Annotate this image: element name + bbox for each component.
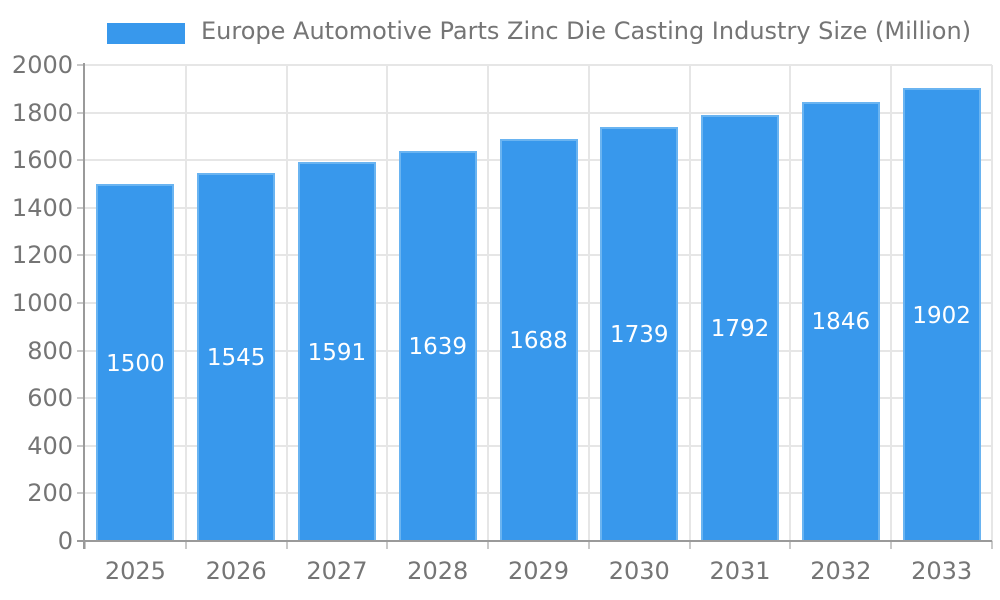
legend[interactable]: Europe Automotive Parts Zinc Die Casting… xyxy=(107,17,971,45)
legend-label: Europe Automotive Parts Zinc Die Casting… xyxy=(201,17,972,45)
x-axis-tick xyxy=(84,541,86,549)
y-tick-label: 1000 xyxy=(11,289,73,317)
y-axis-tick xyxy=(77,349,85,352)
bar: 1688 xyxy=(499,139,578,541)
bar: 1739 xyxy=(600,127,679,541)
x-axis-line xyxy=(77,540,992,542)
x-gridline xyxy=(587,65,590,541)
y-tick-label: 2000 xyxy=(11,51,73,79)
x-tick-label: 2033 xyxy=(911,557,973,585)
bar: 1500 xyxy=(96,184,175,541)
y-axis-tick xyxy=(77,159,85,162)
x-axis-tick xyxy=(487,541,490,549)
y-tick-label: 1800 xyxy=(11,98,73,127)
x-tick-label: 2029 xyxy=(507,557,570,585)
bar-value-label: 1545 xyxy=(206,345,266,372)
x-axis-tick xyxy=(184,541,187,549)
x-gridline xyxy=(487,65,490,541)
y-tick-label: 0 xyxy=(57,527,73,555)
x-gridline xyxy=(688,65,691,541)
bar: 1846 xyxy=(801,101,880,541)
bar-value-label: 1591 xyxy=(307,339,367,366)
y-gridline xyxy=(85,64,992,66)
bar-value-label: 1739 xyxy=(609,322,669,349)
legend-swatch xyxy=(107,22,185,44)
y-axis-line xyxy=(83,63,85,549)
x-gridline xyxy=(386,65,389,541)
y-tick-label: 400 xyxy=(27,431,73,460)
y-axis-tick xyxy=(77,397,85,400)
x-axis-tick xyxy=(890,541,893,549)
y-tick-label: 1200 xyxy=(11,241,73,270)
x-gridline xyxy=(890,65,893,541)
y-tick-label: 600 xyxy=(27,384,73,413)
y-axis-tick xyxy=(77,444,85,447)
y-axis-tick xyxy=(77,111,85,114)
y-tick-label: 1600 xyxy=(11,146,73,175)
bar-value-label: 1688 xyxy=(509,328,568,355)
bar: 1902 xyxy=(902,88,981,541)
x-axis-tick xyxy=(285,541,288,549)
x-tick-label: 2028 xyxy=(407,557,469,585)
bar-value-label: 1792 xyxy=(710,315,770,342)
x-axis-tick xyxy=(688,541,691,549)
y-axis-tick xyxy=(77,492,85,495)
x-axis-tick xyxy=(386,541,389,549)
x-tick-label: 2026 xyxy=(205,557,267,585)
y-axis-tick xyxy=(77,206,85,209)
y-tick-label: 200 xyxy=(27,479,73,508)
x-gridline xyxy=(789,65,792,541)
bar-value-label: 1639 xyxy=(408,333,467,360)
bar: 1591 xyxy=(297,162,376,541)
y-tick-label: 800 xyxy=(27,336,73,365)
y-axis-tick xyxy=(77,254,85,257)
x-tick-label: 2032 xyxy=(810,557,872,585)
bar: 1639 xyxy=(398,150,477,541)
x-tick-label: 2030 xyxy=(608,557,670,585)
x-gridline xyxy=(285,65,288,541)
x-tick-label: 2025 xyxy=(104,557,166,585)
bar-value-label: 1846 xyxy=(811,309,871,336)
y-axis-tick xyxy=(77,64,85,66)
x-axis-tick xyxy=(587,541,590,549)
x-tick-label: 2027 xyxy=(306,557,368,585)
y-axis-tick xyxy=(77,302,85,304)
x-axis-tick xyxy=(789,541,792,549)
y-tick-label: 1400 xyxy=(11,193,73,222)
bar-value-label: 1902 xyxy=(912,302,971,329)
x-gridline xyxy=(184,65,187,541)
bar-value-label: 1500 xyxy=(106,350,165,377)
bar: 1792 xyxy=(701,114,780,541)
x-gridline xyxy=(991,65,993,541)
bar: 1545 xyxy=(197,173,276,541)
x-tick-label: 2031 xyxy=(709,557,771,585)
y-gridline xyxy=(85,111,992,114)
x-axis-tick xyxy=(991,541,993,549)
